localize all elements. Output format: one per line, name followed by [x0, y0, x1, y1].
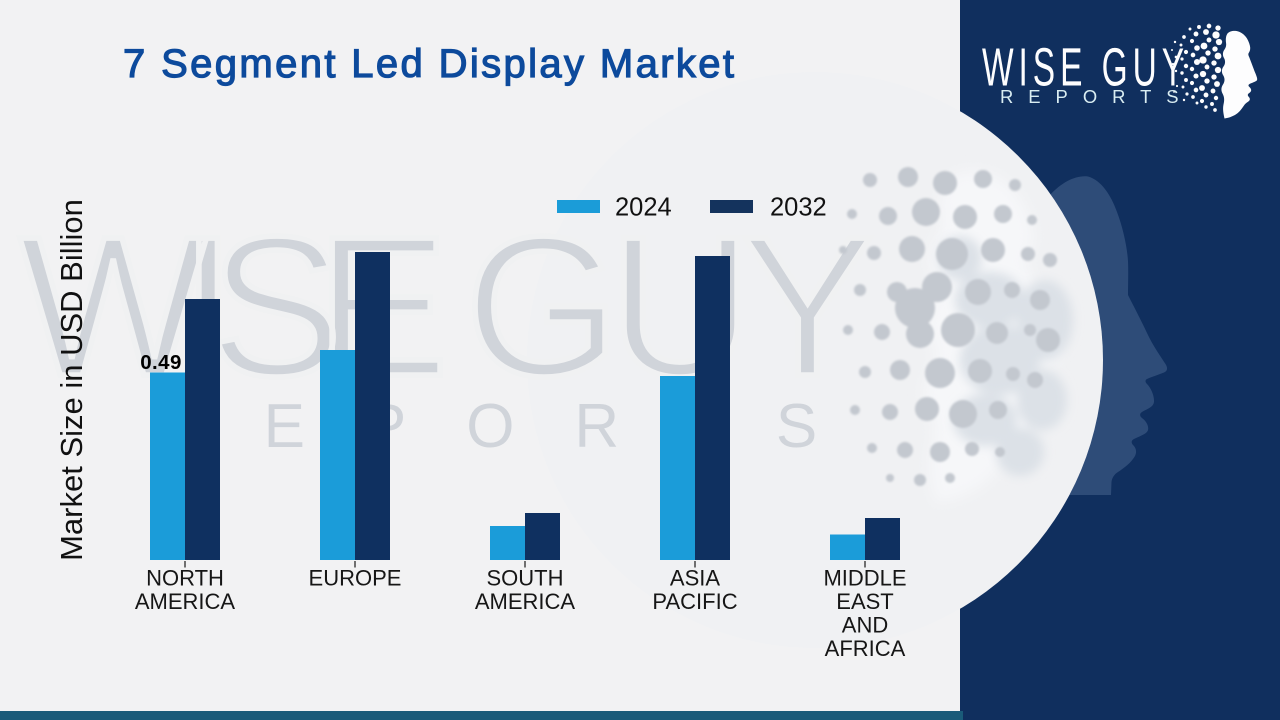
svg-text:AND: AND	[842, 613, 888, 638]
svg-text:WISE GUY: WISE GUY	[982, 36, 1189, 97]
svg-text:Market Size in USD Billion: Market Size in USD Billion	[54, 199, 89, 561]
svg-text:0.49: 0.49	[140, 351, 182, 374]
svg-text:REPORTS: REPORTS	[1000, 86, 1194, 107]
svg-text:WISE: WISE	[19, 196, 441, 418]
svg-text:REPORTS: REPORTS	[159, 392, 877, 461]
svg-text:AMERICA: AMERICA	[135, 589, 236, 614]
svg-text:EAST: EAST	[836, 589, 893, 614]
svg-text:MIDDLE: MIDDLE	[823, 566, 906, 591]
svg-text:2032: 2032	[770, 194, 827, 222]
svg-text:EUROPE: EUROPE	[309, 566, 402, 591]
svg-text:ASIA: ASIA	[670, 566, 720, 591]
svg-text:PACIFIC: PACIFIC	[652, 589, 737, 614]
svg-text:2024: 2024	[615, 194, 672, 222]
svg-text:7 Segment Led Display Market: 7 Segment Led Display Market	[123, 42, 734, 86]
svg-text:NORTH: NORTH	[146, 566, 224, 591]
svg-text:AMERICA: AMERICA	[475, 589, 576, 614]
svg-text:SOUTH: SOUTH	[487, 566, 564, 591]
svg-text:AFRICA: AFRICA	[825, 636, 906, 661]
